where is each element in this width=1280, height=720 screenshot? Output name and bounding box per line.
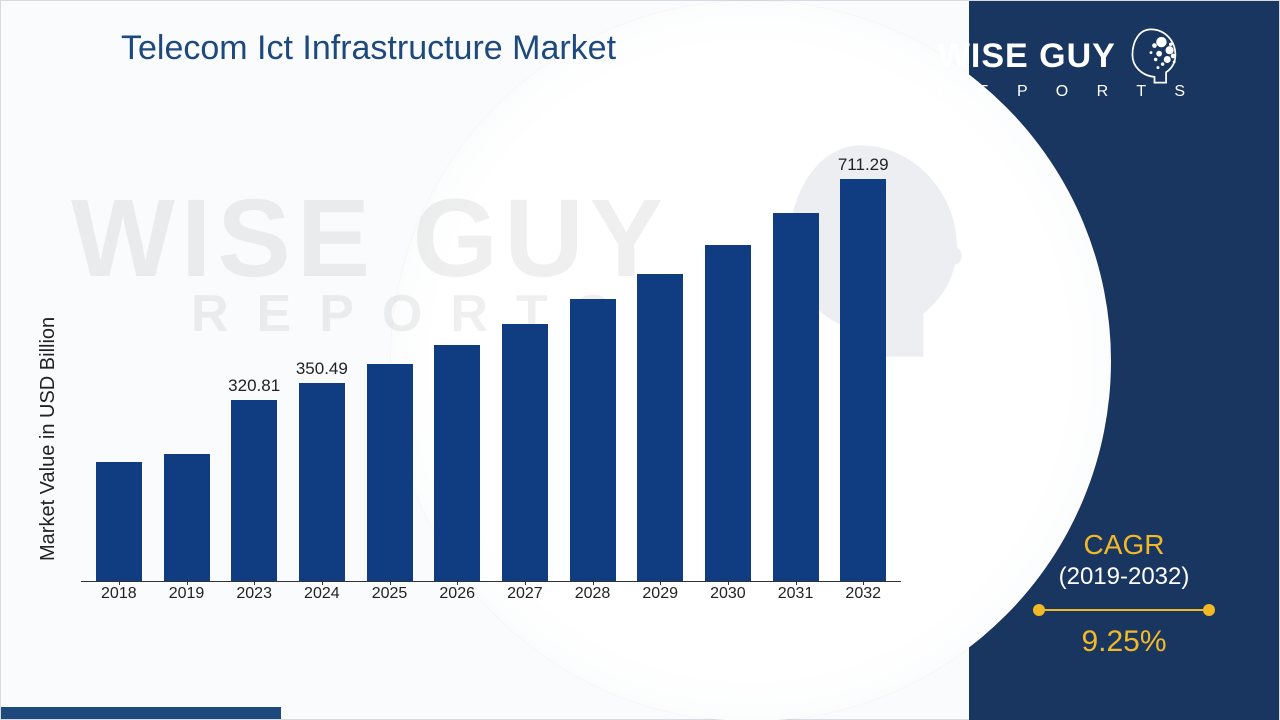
x-tick-label: 2031 xyxy=(762,585,830,615)
x-tick-label: 2027 xyxy=(491,585,559,615)
x-tick-label: 2018 xyxy=(85,585,153,615)
bar xyxy=(299,383,345,581)
bar-value-label: 711.29 xyxy=(838,155,889,175)
bar xyxy=(231,400,277,582)
bar xyxy=(705,245,751,581)
brand-line2: R E P O R T S xyxy=(938,83,1197,101)
brand-head-icon xyxy=(1122,27,1180,85)
brand-logo: WISE GUY R E P O R T S xyxy=(938,27,1241,101)
bar-slot xyxy=(356,364,424,581)
market-infographic: WISE GUY REPORTS Telecom Ict Infrastruct… xyxy=(0,0,1280,720)
bar xyxy=(840,179,886,581)
bar xyxy=(773,213,819,581)
bar-slot xyxy=(762,213,830,581)
bar xyxy=(637,274,683,581)
bar-chart: 320.81350.49711.29 xyxy=(81,151,901,581)
bar-slot xyxy=(153,454,221,581)
bar-slot xyxy=(626,274,694,581)
x-tick-label: 2032 xyxy=(829,585,897,615)
footer-strip xyxy=(1,707,281,719)
x-tick-label: 2025 xyxy=(356,585,424,615)
x-tick-label: 2029 xyxy=(626,585,694,615)
x-tick-label: 2028 xyxy=(559,585,627,615)
bar-slot xyxy=(423,345,491,582)
cagr-label: CAGR xyxy=(1011,529,1237,561)
bar-slot: 320.81 xyxy=(220,400,288,582)
x-axis-line xyxy=(81,581,901,582)
bar-slot: 350.49 xyxy=(288,383,356,581)
bar-slot xyxy=(491,324,559,581)
bar xyxy=(164,454,210,581)
bar-slot xyxy=(559,299,627,581)
bar-slot xyxy=(85,462,153,581)
x-tick-label: 2023 xyxy=(220,585,288,615)
chart-title: Telecom Ict Infrastructure Market xyxy=(121,29,616,68)
cagr-value: 9.25% xyxy=(1011,625,1237,659)
bar xyxy=(96,462,142,581)
x-tick-label: 2026 xyxy=(423,585,491,615)
bar xyxy=(434,345,480,582)
y-axis-label: Market Value in USD Billion xyxy=(37,317,60,561)
cagr-block: CAGR (2019-2032) 9.25% xyxy=(1011,529,1237,659)
bar xyxy=(502,324,548,581)
bar-slot xyxy=(694,245,762,581)
x-tick-label: 2024 xyxy=(288,585,356,615)
bar xyxy=(570,299,616,581)
cagr-divider xyxy=(1039,609,1209,611)
bar-value-label: 350.49 xyxy=(296,359,348,379)
x-axis-ticks: 2018201920232024202520262027202820292030… xyxy=(81,585,901,615)
bar xyxy=(367,364,413,581)
bar-slot: 711.29 xyxy=(829,179,897,581)
brand-line1: WISE GUY xyxy=(938,37,1116,76)
bar-value-label: 320.81 xyxy=(228,376,280,396)
x-tick-label: 2030 xyxy=(694,585,762,615)
cagr-range: (2019-2032) xyxy=(1011,563,1237,591)
x-tick-label: 2019 xyxy=(153,585,221,615)
